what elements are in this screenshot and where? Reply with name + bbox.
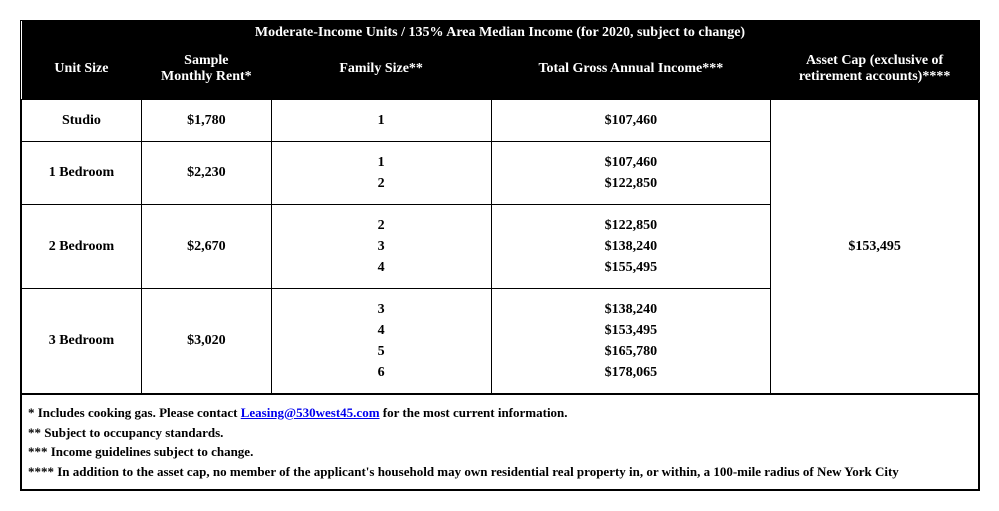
- family-size-value: 1: [276, 110, 487, 131]
- family-size-value: 1: [276, 152, 487, 173]
- family-size-value: 4: [276, 320, 487, 341]
- footnote-1: * Includes cooking gas. Please contact L…: [28, 403, 972, 423]
- col-family-size: Family Size**: [271, 45, 491, 100]
- cell-asset-cap: $153,495: [771, 100, 979, 394]
- leasing-email-link[interactable]: Leasing@530west45.com: [241, 405, 380, 420]
- cell-family-size: 234: [271, 205, 491, 289]
- income-value: $153,495: [496, 320, 767, 341]
- income-value: $165,780: [496, 341, 767, 362]
- cell-sample-rent: $2,230: [141, 142, 271, 205]
- cell-sample-rent: $2,670: [141, 205, 271, 289]
- family-size-value: 2: [276, 215, 487, 236]
- cell-unit-size: 3 Bedroom: [22, 289, 142, 394]
- col-asset-cap-l1: Asset Cap (exclusive of: [806, 53, 943, 68]
- cell-sample-rent: $1,780: [141, 100, 271, 142]
- cell-sample-rent: $3,020: [141, 289, 271, 394]
- income-value: $122,850: [496, 173, 767, 194]
- table-row: Studio$1,7801$107,460$153,495: [22, 100, 979, 142]
- col-income: Total Gross Annual Income***: [491, 45, 771, 100]
- income-value: $138,240: [496, 236, 767, 257]
- col-sample-rent-l2: Monthly Rent*: [161, 69, 252, 84]
- family-size-value: 4: [276, 257, 487, 278]
- cell-income: $107,460$122,850: [491, 142, 771, 205]
- income-table: Moderate-Income Units / 135% Area Median…: [21, 21, 979, 394]
- income-value: $122,850: [496, 215, 767, 236]
- footnote-3: *** Income guidelines subject to change.: [28, 442, 972, 462]
- footnote-4: **** In addition to the asset cap, no me…: [28, 462, 972, 482]
- cell-unit-size: 2 Bedroom: [22, 205, 142, 289]
- family-size-value: 3: [276, 299, 487, 320]
- col-sample-rent-l1: Sample: [184, 53, 228, 68]
- income-value: $138,240: [496, 299, 767, 320]
- cell-income: $107,460: [491, 100, 771, 142]
- col-asset-cap-l2: retirement accounts)****: [799, 69, 951, 84]
- footnote-1-post: for the most current information.: [380, 405, 568, 420]
- family-size-value: 2: [276, 173, 487, 194]
- cell-family-size: 1: [271, 100, 491, 142]
- footnote-2: ** Subject to occupancy standards.: [28, 423, 972, 443]
- income-value: $107,460: [496, 110, 767, 131]
- cell-family-size: 12: [271, 142, 491, 205]
- family-size-value: 5: [276, 341, 487, 362]
- cell-income: $122,850$138,240$155,495: [491, 205, 771, 289]
- footnotes: * Includes cooking gas. Please contact L…: [21, 394, 979, 490]
- table-body: Studio$1,7801$107,460$153,4951 Bedroom$2…: [22, 100, 979, 394]
- cell-family-size: 3456: [271, 289, 491, 394]
- cell-unit-size: Studio: [22, 100, 142, 142]
- family-size-value: 6: [276, 362, 487, 383]
- col-unit-size: Unit Size: [22, 45, 142, 100]
- table-title: Moderate-Income Units / 135% Area Median…: [22, 21, 979, 45]
- footnote-1-pre: * Includes cooking gas. Please contact: [28, 405, 241, 420]
- cell-income: $138,240$153,495$165,780$178,065: [491, 289, 771, 394]
- col-sample-rent: Sample Monthly Rent*: [141, 45, 271, 100]
- income-value: $178,065: [496, 362, 767, 383]
- income-table-container: Moderate-Income Units / 135% Area Median…: [20, 20, 980, 491]
- family-size-value: 3: [276, 236, 487, 257]
- income-value: $107,460: [496, 152, 767, 173]
- col-asset-cap: Asset Cap (exclusive of retirement accou…: [771, 45, 979, 100]
- cell-unit-size: 1 Bedroom: [22, 142, 142, 205]
- income-value: $155,495: [496, 257, 767, 278]
